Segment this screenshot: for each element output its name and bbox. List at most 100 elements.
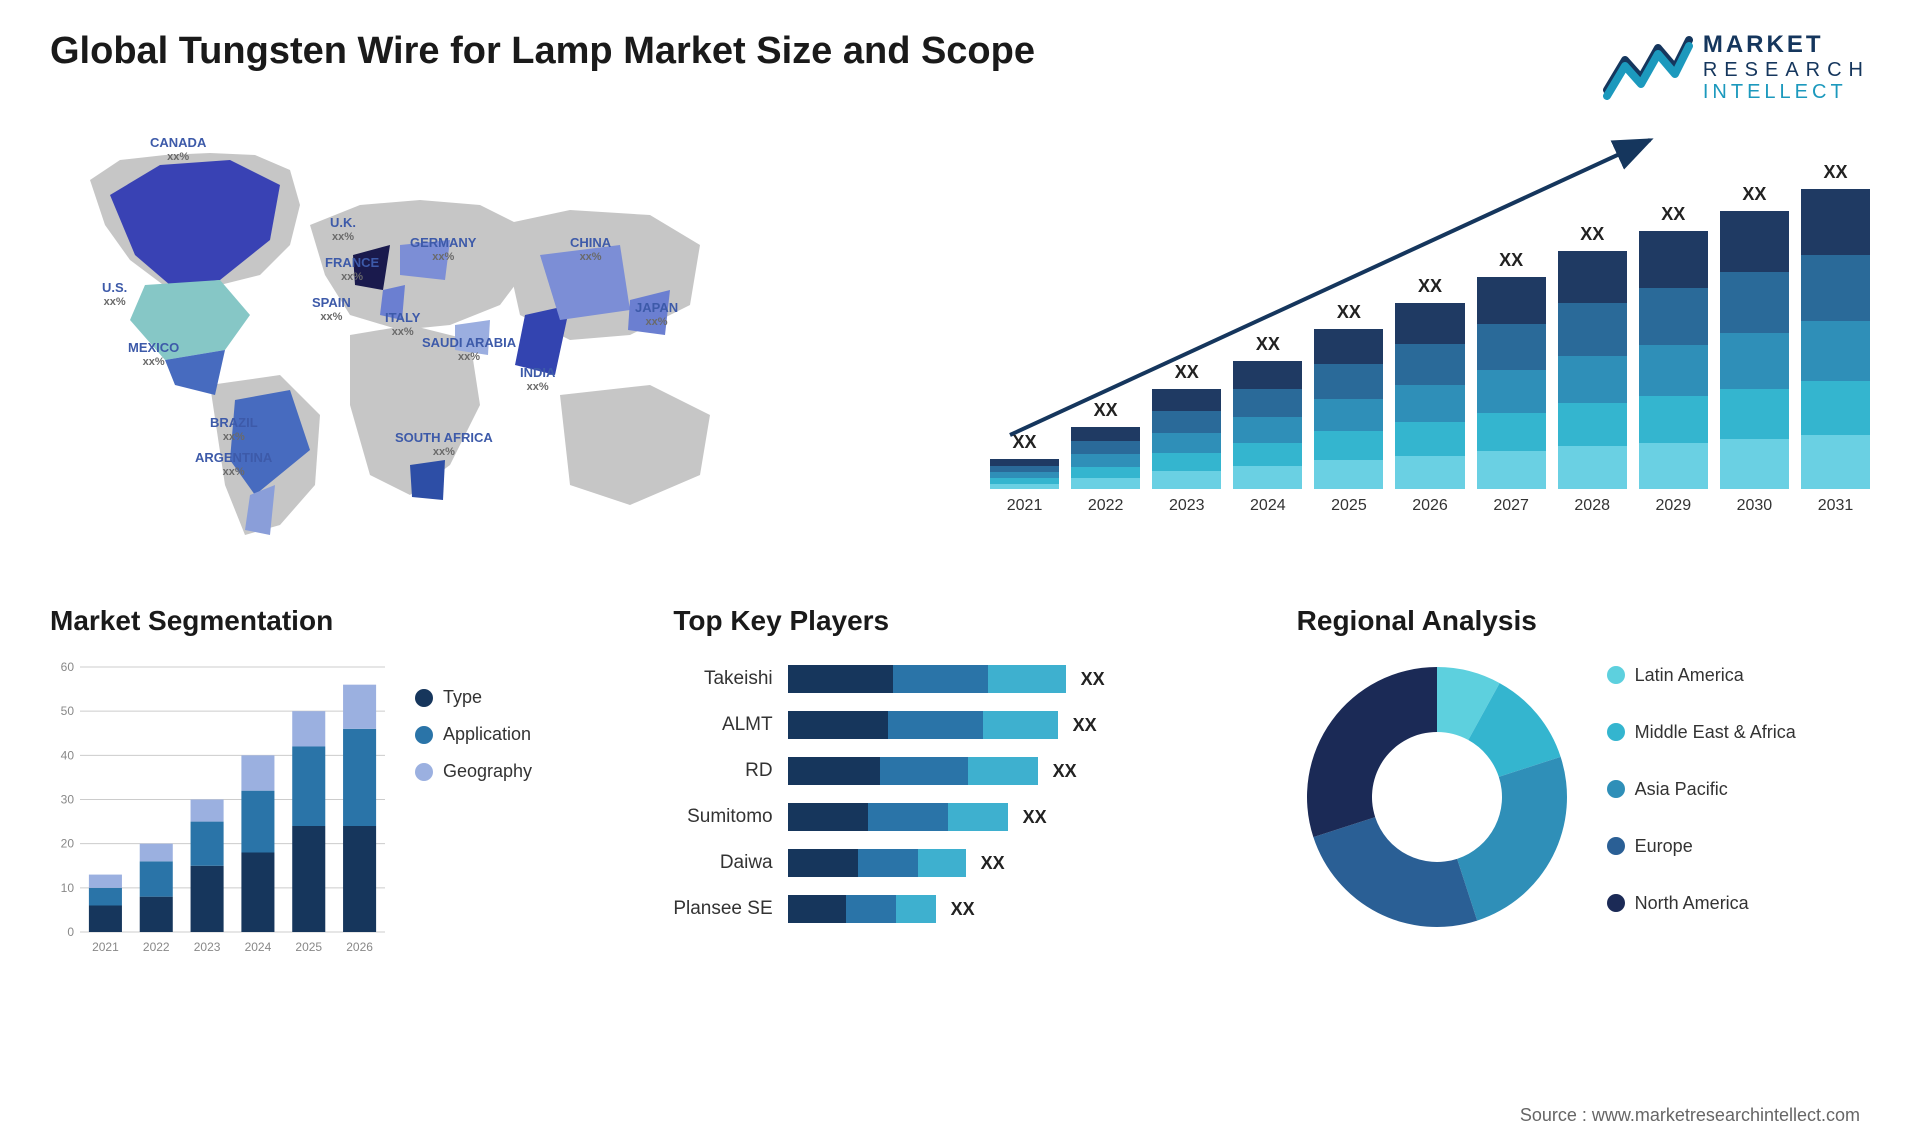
growth-bar-year: 2027 [1493,497,1529,515]
page-title: Global Tungsten Wire for Lamp Market Siz… [50,30,1035,73]
growth-bar-year: 2028 [1574,497,1610,515]
svg-text:10: 10 [61,881,75,895]
growth-bar-year: 2022 [1088,497,1124,515]
growth-bar: XX 2027 [1477,250,1546,515]
market-growth-chart: XX2021XX2022XX2023XX2024XX2025XX2026XX20… [990,125,1870,545]
growth-bar: XX 2028 [1558,224,1627,515]
svg-text:20: 20 [61,837,75,851]
map-label: INDIAxx% [520,365,555,394]
legend-item: Type [415,687,532,708]
growth-bar-value: XX [1823,162,1847,183]
map-label: SAUDI ARABIAxx% [422,335,516,364]
legend-item: North America [1607,893,1796,914]
player-value: XX [951,899,975,920]
player-value: XX [1073,715,1097,736]
player-bar-row: XX [788,895,1247,923]
growth-bar-value: XX [1337,302,1361,323]
growth-bar-value: XX [1175,362,1199,383]
map-label: SOUTH AFRICAxx% [395,430,493,459]
player-bar-row: XX [788,803,1247,831]
player-bar-row: XX [788,757,1247,785]
map-label: ITALYxx% [385,310,420,339]
segmentation-chart: 0 10 20 30 40 50 60 2021 2022 2023 2024 2025 2026 [50,657,390,957]
growth-bar-value: XX [1499,250,1523,271]
map-label: CANADAxx% [150,135,206,164]
svg-text:2022: 2022 [143,940,170,954]
growth-bar: XX 2025 [1314,302,1383,515]
regional-legend: Latin AmericaMiddle East & AfricaAsia Pa… [1607,665,1796,930]
growth-bar-year: 2031 [1818,497,1854,515]
growth-bar: XX 2029 [1639,204,1708,515]
svg-text:0: 0 [67,925,74,939]
player-label: RD [745,757,772,785]
players-title: Top Key Players [673,605,1246,637]
growth-bar: XX 2021 [990,432,1059,515]
map-label: MEXICOxx% [128,340,179,369]
player-value: XX [1023,807,1047,828]
svg-text:30: 30 [61,793,75,807]
growth-bar-year: 2025 [1331,497,1367,515]
player-label: Takeishi [704,665,773,693]
player-label: Sumitomo [687,803,773,831]
svg-text:2021: 2021 [92,940,119,954]
growth-bar-year: 2030 [1737,497,1773,515]
growth-bar-year: 2021 [1007,497,1043,515]
logo-text-1: MARKET [1703,32,1870,58]
player-label: Plansee SE [673,895,772,923]
growth-bar-value: XX [1094,400,1118,421]
svg-text:2024: 2024 [245,940,272,954]
map-label: SPAINxx% [312,295,351,324]
player-bar-row: XX [788,665,1247,693]
source-footer: Source : www.marketresearchintellect.com [1520,1105,1860,1126]
svg-text:2025: 2025 [295,940,322,954]
player-bar-row: XX [788,711,1247,739]
growth-bar-value: XX [1013,432,1037,453]
players-panel: Top Key Players TakeishiALMTRDSumitomoDa… [673,605,1246,1005]
growth-bar-year: 2026 [1412,497,1448,515]
growth-bar-year: 2029 [1656,497,1692,515]
segmentation-legend: Type Application Geography [390,657,532,957]
growth-bar: XX 2023 [1152,362,1221,515]
player-bar-row: XX [788,849,1247,877]
legend-item: Middle East & Africa [1607,722,1796,743]
map-label: GERMANYxx% [410,235,476,264]
legend-item: Geography [415,761,532,782]
growth-bar-value: XX [1580,224,1604,245]
regional-panel: Regional Analysis Latin AmericaMiddle Ea… [1297,605,1870,1005]
map-label: BRAZILxx% [210,415,258,444]
svg-text:40: 40 [61,748,75,762]
map-label: FRANCExx% [325,255,379,284]
growth-bar-year: 2023 [1169,497,1205,515]
logo-mark-icon [1603,30,1693,105]
map-label: U.S.xx% [102,280,127,309]
growth-bar: XX2026 [1395,276,1464,515]
player-value: XX [1081,669,1105,690]
growth-bar-year: 2024 [1250,497,1286,515]
logo-text-3: INTELLECT [1703,81,1870,103]
svg-text:50: 50 [61,704,75,718]
regional-donut-chart [1297,657,1577,937]
legend-item: Application [415,724,532,745]
map-label: ARGENTINAxx% [195,450,272,479]
player-label: Daiwa [720,849,773,877]
players-chart: XX XX XX XX XX XX [788,657,1247,923]
legend-item: Europe [1607,836,1796,857]
map-label: CHINAxx% [570,235,611,264]
regional-title: Regional Analysis [1297,605,1870,637]
svg-text:2026: 2026 [346,940,373,954]
svg-text:2023: 2023 [194,940,221,954]
growth-bar: XX 2024 [1233,334,1302,515]
growth-bar: XX 2030 [1720,184,1789,515]
map-label: JAPANxx% [635,300,678,329]
growth-bar-value: XX [1742,184,1766,205]
growth-bar-value: XX [1661,204,1685,225]
logo-text-2: RESEARCH [1703,59,1870,81]
player-value: XX [981,853,1005,874]
growth-bar: XX 2031 [1801,162,1870,515]
growth-bar-value: XX [1256,334,1280,355]
legend-item: Asia Pacific [1607,779,1796,800]
svg-text:60: 60 [61,660,75,674]
map-label: U.K.xx% [330,215,356,244]
growth-bar: XX 2022 [1071,400,1140,515]
player-value: XX [1053,761,1077,782]
